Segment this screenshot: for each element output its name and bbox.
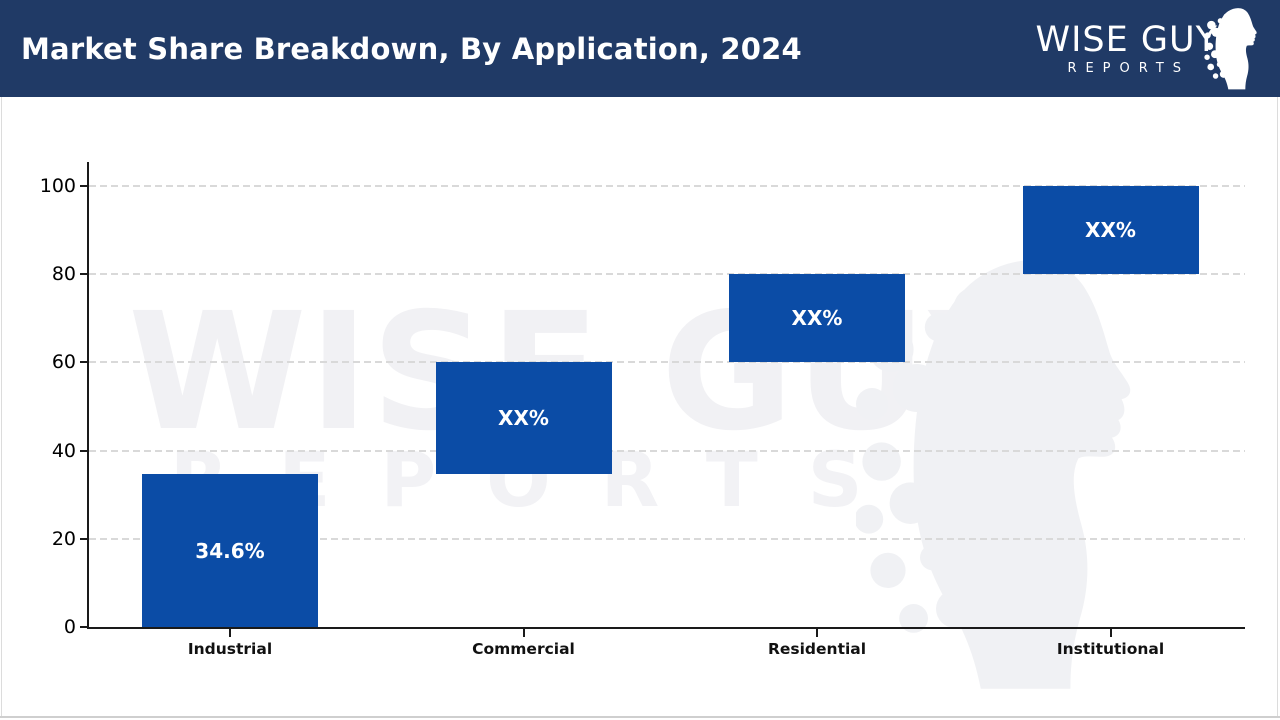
category-label-residential: Residential	[767, 640, 867, 658]
x-tick-mark	[1109, 629, 1112, 637]
bar-residential: XX%	[729, 274, 905, 363]
gridline	[89, 537, 1245, 540]
header-bar: Market Share Breakdown, By Application, …	[0, 0, 1280, 97]
x-tick-mark	[816, 629, 818, 637]
y-tick-label: 80	[51, 263, 76, 286]
right-border	[1277, 97, 1278, 716]
y-tick-mark	[80, 626, 87, 628]
bar-value-label: XX%	[791, 306, 843, 331]
chart-title: Market Share Breakdown, By Application, …	[21, 31, 802, 66]
bottom-border	[0, 716, 1280, 718]
logo-wiseguy-label: WISE GUY	[1035, 19, 1218, 60]
left-border	[1, 97, 2, 716]
gridline	[89, 185, 1245, 187]
wiseguy-logo-face-icon	[1204, 7, 1257, 89]
gridline	[89, 449, 1245, 452]
y-tick-label: 60	[51, 351, 76, 374]
x-tick-mark	[522, 629, 525, 637]
logo-reports-label: REPORTS	[1067, 60, 1191, 76]
category-label-commercial: Commercial	[472, 640, 575, 658]
y-tick-mark	[80, 185, 87, 187]
gridline	[89, 361, 1245, 364]
bar-institutional: XX%	[1022, 186, 1199, 275]
x-tick-mark	[229, 629, 231, 637]
bar-industrial: 34.6%	[142, 474, 318, 627]
y-tick-mark	[80, 449, 87, 452]
watermark-face-icon	[856, 260, 1131, 689]
y-tick-label: 40	[51, 439, 76, 462]
bar-value-label: 34.6%	[195, 538, 265, 563]
y-axis-line	[87, 162, 89, 629]
wiseguy-logo: WISE GUY REPORTS	[1035, 7, 1280, 90]
bar-commercial: XX%	[435, 362, 612, 475]
y-tick-label: 20	[51, 527, 76, 550]
bar-value-label: XX%	[498, 406, 549, 431]
bar-value-label: XX%	[1085, 218, 1136, 243]
category-label-industrial: Industrial	[187, 640, 273, 658]
x-axis-line	[87, 627, 1245, 629]
category-label-institutional: Institutional	[1056, 640, 1165, 658]
y-tick-label: 0	[63, 616, 76, 638]
y-tick-mark	[80, 273, 87, 276]
gridline	[89, 273, 1245, 276]
y-tick-mark	[80, 361, 87, 364]
wiseguy-logo-text: WISE GUY REPORTS	[1035, 19, 1218, 76]
y-tick-label: 100	[39, 175, 76, 197]
y-tick-mark	[80, 537, 87, 540]
